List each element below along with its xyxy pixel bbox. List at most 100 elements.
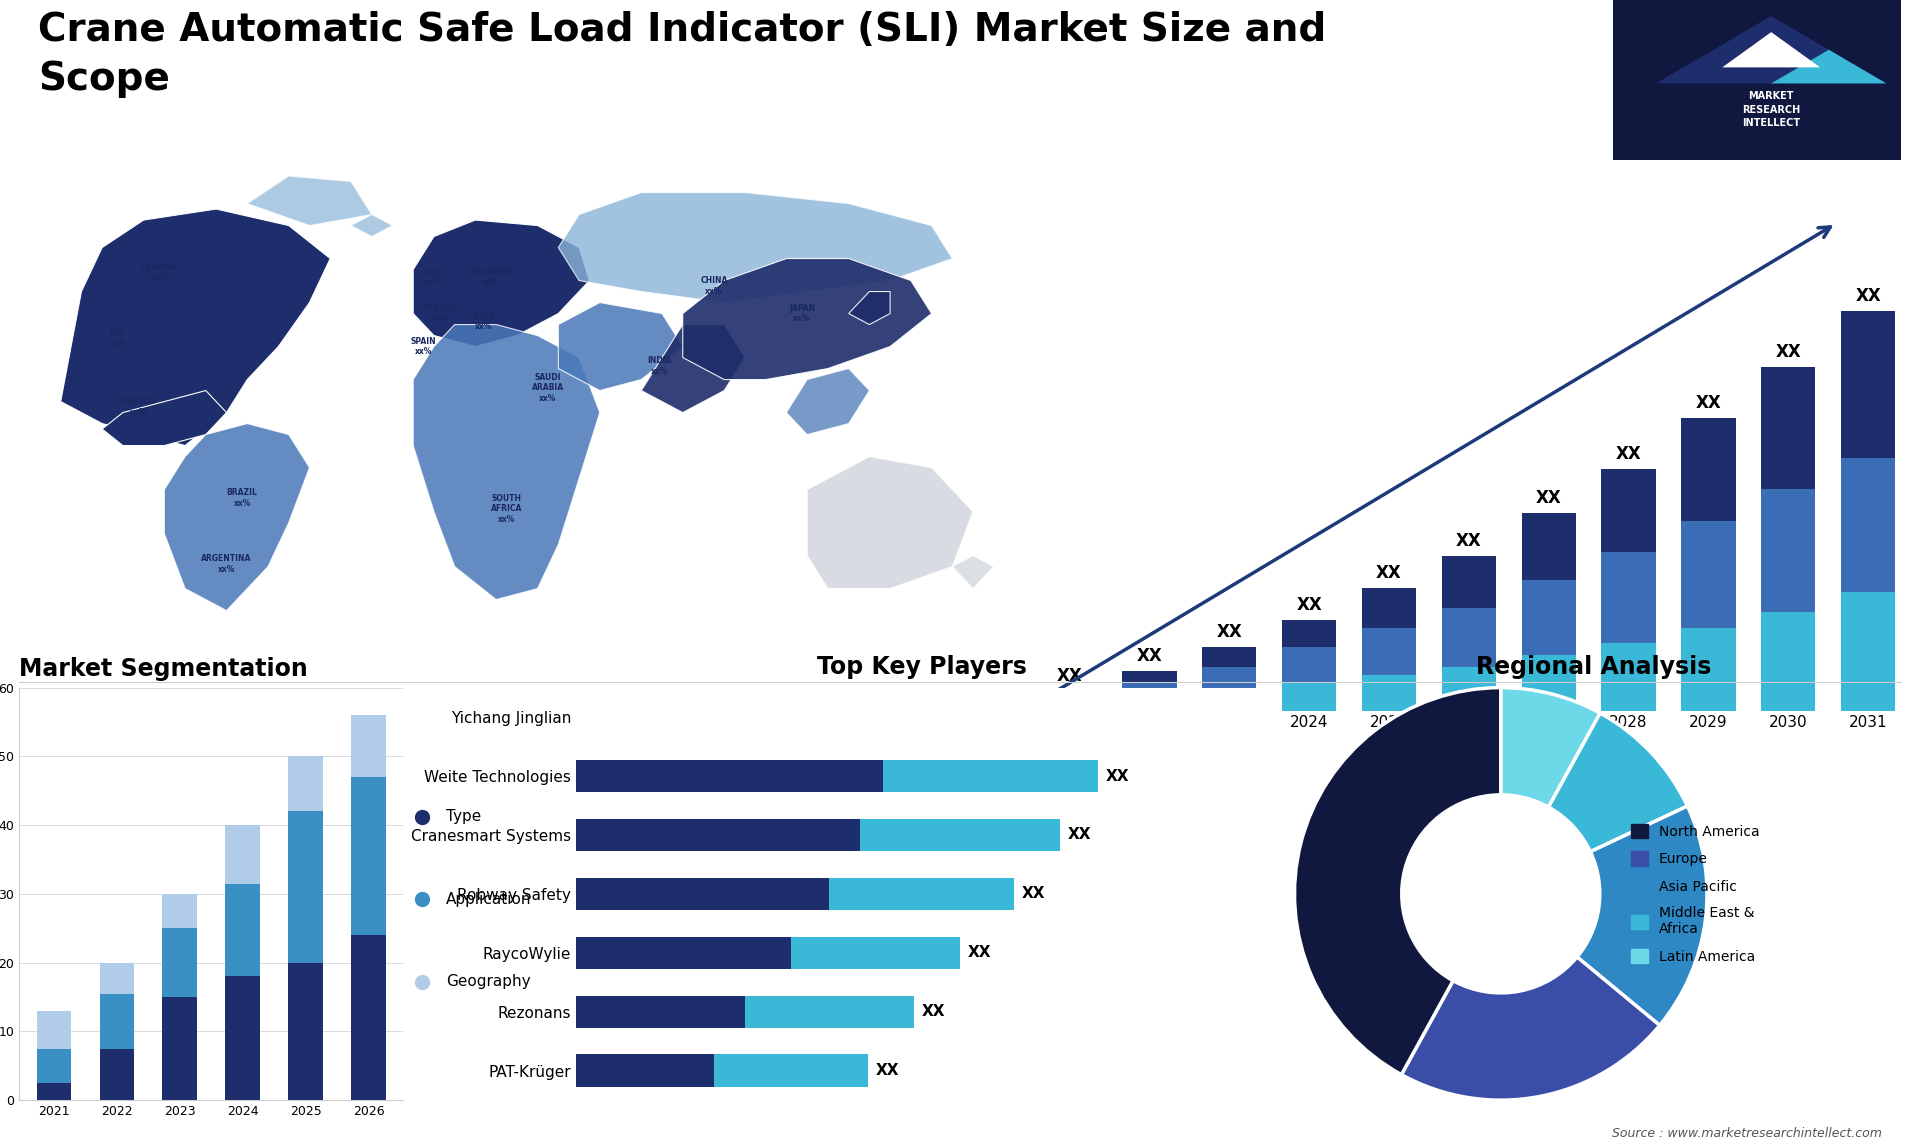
Text: MEXICO
xx%: MEXICO xx% (121, 398, 156, 417)
Polygon shape (806, 456, 973, 589)
Text: XX: XX (1137, 647, 1162, 665)
Text: XX: XX (1106, 769, 1129, 784)
Text: XX: XX (1776, 343, 1801, 361)
Wedge shape (1402, 957, 1659, 1100)
Text: XX: XX (1615, 446, 1642, 463)
Polygon shape (248, 176, 372, 226)
Text: MARKET
RESEARCH
INTELLECT: MARKET RESEARCH INTELLECT (1741, 92, 1801, 128)
Bar (1682, 418, 1736, 520)
Bar (288, 963, 323, 1100)
Bar (1521, 513, 1576, 580)
Bar (1283, 647, 1336, 683)
Polygon shape (165, 424, 309, 611)
Point (407, 808, 438, 826)
Bar (36, 1049, 71, 1083)
Bar (745, 996, 914, 1028)
Point (407, 973, 438, 991)
FancyBboxPatch shape (1613, 0, 1901, 160)
Text: U.K.
xx%: U.K. xx% (422, 268, 442, 288)
Text: CHINA
xx%: CHINA xx% (701, 276, 728, 296)
Polygon shape (1655, 16, 1885, 84)
Bar (1283, 620, 1336, 647)
Bar (351, 935, 386, 1100)
Bar (1442, 607, 1496, 667)
Bar (1121, 672, 1177, 683)
Bar (883, 760, 1098, 792)
Polygon shape (61, 209, 330, 446)
Bar (225, 976, 259, 1100)
Point (407, 890, 438, 909)
Bar (1521, 580, 1576, 656)
Wedge shape (1294, 688, 1501, 1075)
Text: XX: XX (1377, 564, 1402, 582)
Bar (1601, 470, 1655, 552)
Bar (714, 1054, 868, 1086)
Bar (1841, 457, 1895, 592)
Text: XX: XX (1296, 596, 1323, 613)
Bar (1841, 312, 1895, 457)
Bar (576, 1054, 714, 1086)
Bar (1361, 588, 1417, 628)
Bar (1442, 667, 1496, 711)
Polygon shape (952, 556, 995, 589)
Polygon shape (102, 391, 227, 446)
Text: BRAZIL
xx%: BRAZIL xx% (227, 488, 257, 508)
Text: ARGENTINA
xx%: ARGENTINA xx% (202, 555, 252, 573)
Polygon shape (413, 324, 599, 599)
Text: GERMANY
xx%: GERMANY xx% (470, 268, 513, 288)
Text: FRANCE
xx%: FRANCE xx% (422, 304, 457, 323)
Text: Application: Application (445, 892, 532, 906)
Bar (1043, 705, 1096, 711)
Bar (1283, 683, 1336, 711)
Text: XX: XX (1855, 288, 1882, 305)
Bar (351, 715, 386, 777)
Bar (100, 963, 134, 994)
Text: Source : www.marketresearchintellect.com: Source : www.marketresearchintellect.com (1611, 1128, 1882, 1140)
Polygon shape (413, 220, 589, 346)
Bar (1043, 697, 1096, 705)
Text: XX: XX (968, 945, 991, 960)
Bar (576, 996, 745, 1028)
Bar (860, 818, 1060, 851)
Wedge shape (1576, 806, 1707, 1026)
Text: XX: XX (1455, 533, 1482, 550)
Bar (36, 1083, 71, 1100)
Bar (1361, 628, 1417, 675)
Bar (576, 936, 791, 970)
Polygon shape (351, 214, 392, 236)
Bar (1761, 489, 1816, 612)
Bar (1682, 520, 1736, 628)
Bar (288, 811, 323, 963)
Polygon shape (1770, 49, 1885, 84)
Text: CANADA
xx%: CANADA xx% (140, 262, 177, 282)
Bar (1202, 667, 1256, 691)
Bar (1202, 691, 1256, 711)
Text: XX: XX (1217, 623, 1242, 642)
Bar (1601, 643, 1655, 711)
Bar (288, 756, 323, 811)
Text: ITALY
xx%: ITALY xx% (472, 312, 495, 331)
Text: XX: XX (1695, 394, 1720, 413)
Bar (36, 1011, 71, 1049)
Bar (1121, 683, 1177, 699)
Bar (351, 777, 386, 935)
Bar (1601, 552, 1655, 643)
Bar (163, 997, 198, 1100)
Bar (1841, 592, 1895, 711)
Bar (1761, 367, 1816, 489)
Polygon shape (787, 369, 870, 434)
Text: Type: Type (445, 809, 482, 824)
Polygon shape (849, 291, 891, 324)
Polygon shape (559, 303, 684, 391)
Text: Market Segmentation: Market Segmentation (19, 658, 307, 682)
Legend: North America, Europe, Asia Pacific, Middle East &
Africa, Latin America: North America, Europe, Asia Pacific, Mid… (1626, 818, 1764, 970)
Polygon shape (641, 324, 745, 413)
Text: XX: XX (1068, 827, 1091, 842)
Text: XX: XX (1056, 667, 1083, 685)
Bar (1202, 647, 1256, 667)
Bar (163, 928, 198, 997)
Text: SOUTH
AFRICA
xx%: SOUTH AFRICA xx% (492, 494, 522, 524)
Text: Geography: Geography (445, 974, 530, 989)
Text: Crane Automatic Safe Load Indicator (SLI) Market Size and
Scope: Crane Automatic Safe Load Indicator (SLI… (38, 11, 1327, 97)
Bar (1682, 628, 1736, 711)
